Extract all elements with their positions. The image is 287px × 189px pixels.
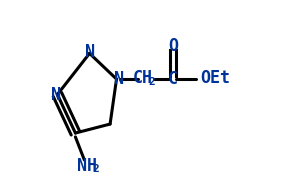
Text: 2: 2 bbox=[93, 164, 99, 174]
Text: OEt: OEt bbox=[200, 69, 230, 87]
Text: CH: CH bbox=[133, 69, 153, 87]
Text: O: O bbox=[168, 37, 178, 55]
Text: 2: 2 bbox=[148, 77, 155, 87]
Text: C: C bbox=[168, 70, 178, 88]
Text: N: N bbox=[114, 70, 124, 88]
Text: N: N bbox=[85, 43, 94, 61]
Text: NH: NH bbox=[77, 157, 97, 175]
Text: N: N bbox=[51, 85, 61, 104]
